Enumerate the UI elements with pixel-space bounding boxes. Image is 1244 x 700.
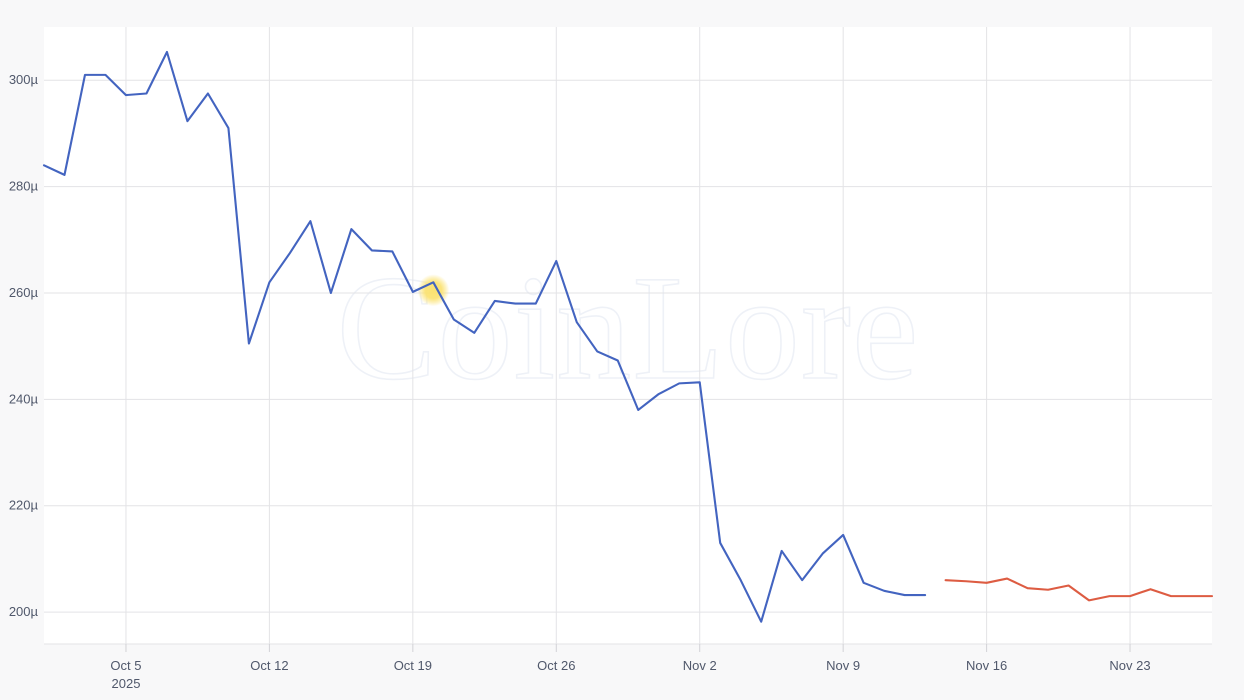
x-tick-label: Nov 23	[1109, 658, 1150, 673]
x-tick-year-label: 2025	[112, 676, 141, 691]
horizontal-gridlines	[44, 79, 1212, 613]
y-axis-tick-labels: 200µ 220µ 240µ 260µ 280µ 300µ	[9, 72, 39, 619]
y-tick-label: 200µ	[9, 604, 39, 619]
plot-area-background	[44, 27, 1212, 644]
x-axis-tick-labels: Oct 5 2025 Oct 12 Oct 19 Oct 26 Nov 2 Nov 9 Nov…	[110, 658, 1150, 691]
series-line-historical[interactable]	[42, 50, 927, 623]
x-tick-label: Oct 26	[537, 658, 575, 673]
x-tick-label: Oct 19	[394, 658, 432, 673]
x-axis-tick-marks	[125, 644, 1131, 652]
series-line-forecast[interactable]	[944, 577, 1214, 602]
x-tick-label: Nov 2	[683, 658, 717, 673]
data-series-lines[interactable]	[42, 50, 1214, 623]
x-tick-label: Oct 5	[110, 658, 141, 673]
x-tick-label: Oct 12	[250, 658, 288, 673]
y-tick-label: 220µ	[9, 498, 39, 513]
x-tick-label: Nov 9	[826, 658, 860, 673]
vertical-gridlines	[44, 27, 1212, 645]
x-tick-label: Nov 16	[966, 658, 1007, 673]
y-tick-label: 240µ	[9, 391, 39, 406]
y-tick-label: 300µ	[9, 72, 39, 87]
y-tick-label: 260µ	[9, 285, 39, 300]
y-tick-label: 280µ	[9, 179, 39, 194]
